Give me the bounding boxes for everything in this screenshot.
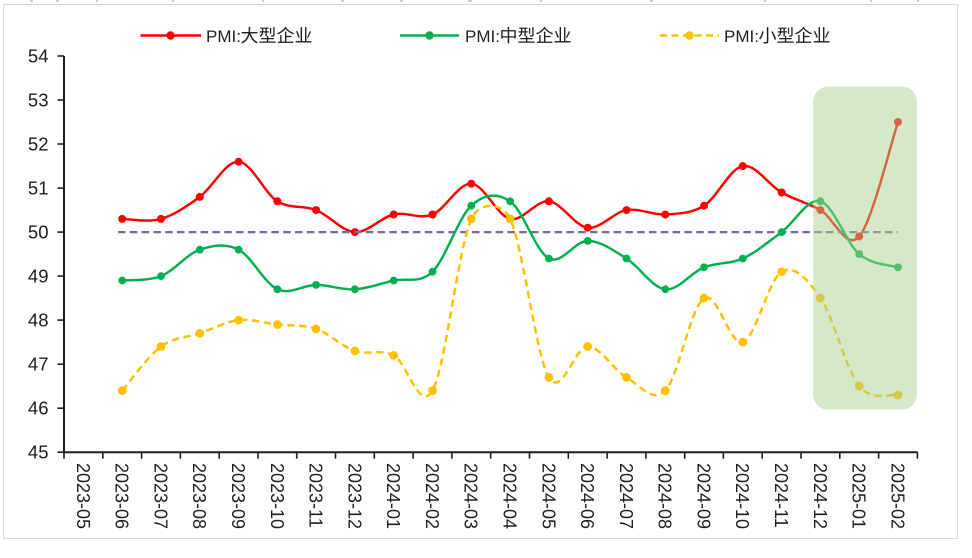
svg-text:45: 45 bbox=[28, 442, 49, 463]
svg-text:54: 54 bbox=[28, 46, 49, 67]
svg-text:2024-02: 2024-02 bbox=[422, 463, 442, 529]
svg-text:PMI:: PMI: bbox=[724, 27, 759, 46]
svg-text:2024-05: 2024-05 bbox=[538, 463, 558, 529]
svg-text:2025-01: 2025-01 bbox=[849, 463, 869, 529]
svg-text:50: 50 bbox=[28, 222, 49, 243]
svg-text:2024-11: 2024-11 bbox=[771, 463, 791, 528]
svg-text:2023-11: 2023-11 bbox=[306, 463, 326, 528]
svg-text:2023-09: 2023-09 bbox=[228, 463, 248, 529]
svg-text:2024-03: 2024-03 bbox=[461, 463, 481, 529]
svg-text:2024-10: 2024-10 bbox=[732, 463, 752, 529]
svg-text:PMI:: PMI: bbox=[206, 27, 241, 46]
svg-text:2023-12: 2023-12 bbox=[344, 463, 364, 529]
svg-text:53: 53 bbox=[28, 90, 49, 111]
svg-text:51: 51 bbox=[28, 178, 49, 199]
svg-text:2024-09: 2024-09 bbox=[693, 463, 713, 529]
svg-text:2024-06: 2024-06 bbox=[577, 463, 597, 529]
svg-text:PMI:: PMI: bbox=[465, 27, 500, 46]
svg-text:2025-02: 2025-02 bbox=[887, 463, 907, 529]
svg-text:46: 46 bbox=[28, 398, 49, 419]
svg-text:47: 47 bbox=[28, 354, 49, 375]
svg-text:2023-05: 2023-05 bbox=[73, 463, 93, 529]
svg-text:48: 48 bbox=[28, 310, 49, 331]
svg-text:52: 52 bbox=[28, 134, 49, 155]
svg-text:2023-07: 2023-07 bbox=[150, 463, 170, 529]
svg-text:49: 49 bbox=[28, 266, 49, 287]
svg-text:2024-01: 2024-01 bbox=[383, 463, 403, 529]
svg-text:2024-07: 2024-07 bbox=[616, 463, 636, 529]
svg-text:2024-04: 2024-04 bbox=[500, 463, 520, 529]
svg-text:2024-12: 2024-12 bbox=[810, 463, 830, 529]
svg-text:2023-08: 2023-08 bbox=[189, 463, 209, 529]
svg-text:2024-08: 2024-08 bbox=[655, 463, 675, 529]
svg-text:2023-06: 2023-06 bbox=[112, 463, 132, 529]
svg-text:2023-10: 2023-10 bbox=[267, 463, 287, 529]
